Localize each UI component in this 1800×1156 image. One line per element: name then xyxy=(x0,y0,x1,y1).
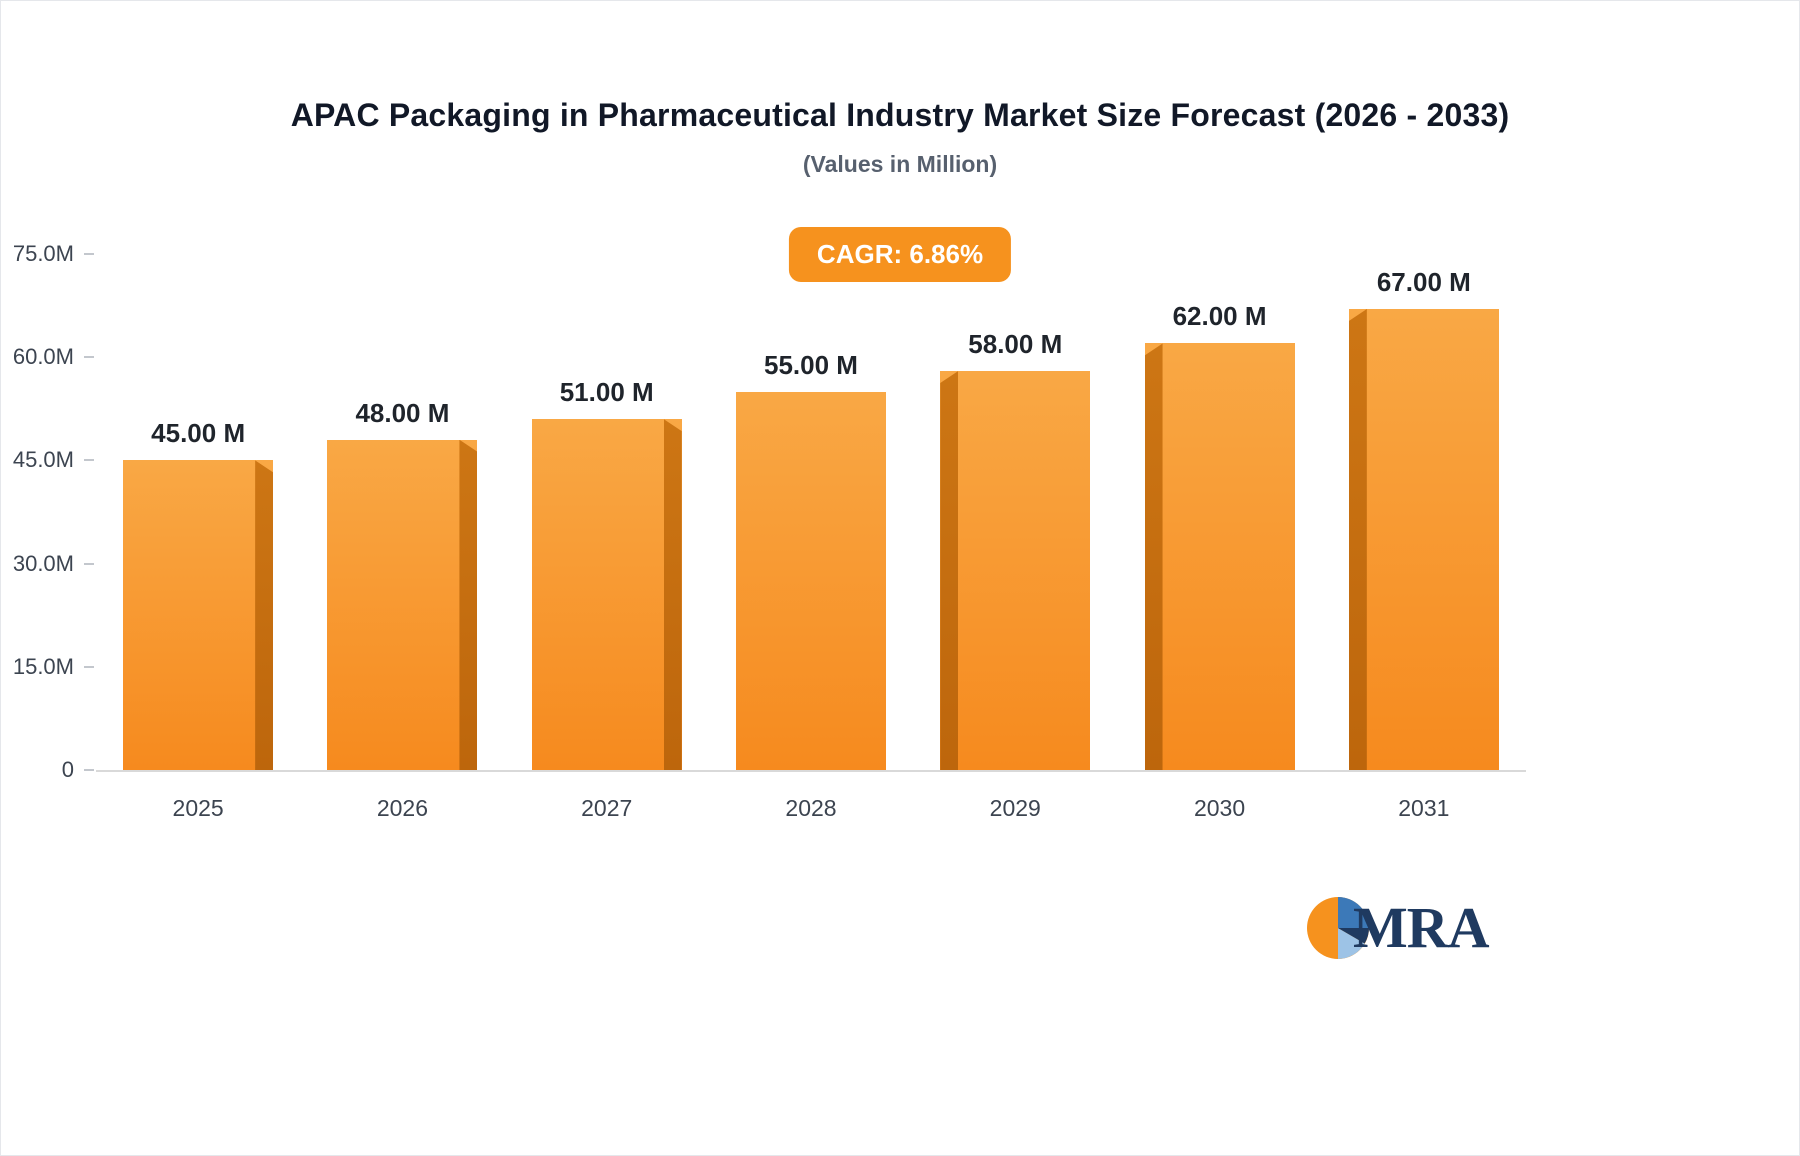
bar-value-label: 55.00 M xyxy=(764,349,858,380)
cagr-badge: CAGR: 6.86% xyxy=(788,227,1012,282)
bar-3d-side xyxy=(940,370,959,770)
y-tick-mark xyxy=(84,769,94,771)
y-tick-mark xyxy=(84,356,94,359)
y-tick-label: 45.0M xyxy=(12,447,74,473)
x-axis-label: 2026 xyxy=(376,795,429,821)
x-axis-label: 2025 xyxy=(172,795,224,821)
logo-pie-icon xyxy=(1307,897,1369,959)
bar-value-label: 45.00 M xyxy=(151,418,246,449)
bar-3d-side xyxy=(663,419,682,770)
x-axis-label: 2031 xyxy=(1398,795,1450,821)
chart-subtitle: (Values in Million) xyxy=(802,151,998,177)
bars-container: 45.00 M 2025 48.00 M 2026 51.00 M 2027 55.00 M… xyxy=(96,254,1526,821)
bar xyxy=(123,460,274,770)
y-tick-mark xyxy=(84,459,94,462)
bar-value-label: 48.00 M xyxy=(355,397,450,428)
x-axis-label: 2029 xyxy=(989,795,1041,821)
x-axis-label: 2030 xyxy=(1193,795,1246,821)
bar-group-2030: 62.00 M 2030 xyxy=(1144,301,1295,821)
bar-value-label: 62.00 M xyxy=(1172,301,1267,332)
bar xyxy=(531,419,682,770)
logo-text: MRA xyxy=(1353,895,1490,960)
bar xyxy=(1144,343,1295,770)
bar-3d-side xyxy=(255,460,274,770)
bar xyxy=(735,391,886,770)
bar-value-label: 58.00 M xyxy=(968,328,1063,359)
bar-group-2029: 58.00 M 2029 xyxy=(940,329,1091,821)
bar xyxy=(1348,309,1499,770)
bar-value-label: 51.00 M xyxy=(559,377,654,408)
bar-group-2026: 48.00 M 2026 xyxy=(327,398,478,821)
y-tick-label: 0 xyxy=(61,757,74,782)
y-tick-mark xyxy=(84,665,94,668)
plot-area: 45.00 M 2025 48.00 M 2026 51.00 M 2027 55.00 M… xyxy=(13,241,1526,821)
bar-group-2025: 45.00 M 2025 xyxy=(123,418,274,821)
bar-3d-side xyxy=(1348,309,1367,770)
bar-value-label: 67.00 M xyxy=(1376,267,1471,298)
chart-title: APAC Packaging in Pharmaceutical Industr… xyxy=(290,97,1510,133)
brand-logo: MRA xyxy=(1307,895,1490,960)
bar xyxy=(327,439,478,770)
bar-group-2031: 67.00 M 2031 xyxy=(1348,267,1499,821)
bar-group-2028: 55.00 M 2028 xyxy=(735,350,886,821)
bar-3d-side xyxy=(459,439,478,770)
y-tick-mark xyxy=(84,562,94,565)
bar-3d-side xyxy=(1144,343,1163,770)
bar-group-2027: 51.00 M 2027 xyxy=(531,377,682,821)
y-tick-mark xyxy=(84,253,94,255)
y-tick-label: 60.0M xyxy=(12,344,74,370)
x-axis-label: 2028 xyxy=(785,795,837,821)
y-tick-label: 75.0M xyxy=(12,241,74,266)
x-axis-label: 2027 xyxy=(581,795,633,821)
y-tick-label: 15.0M xyxy=(12,653,74,679)
bar xyxy=(940,370,1091,770)
y-tick-label: 30.0M xyxy=(12,550,74,576)
